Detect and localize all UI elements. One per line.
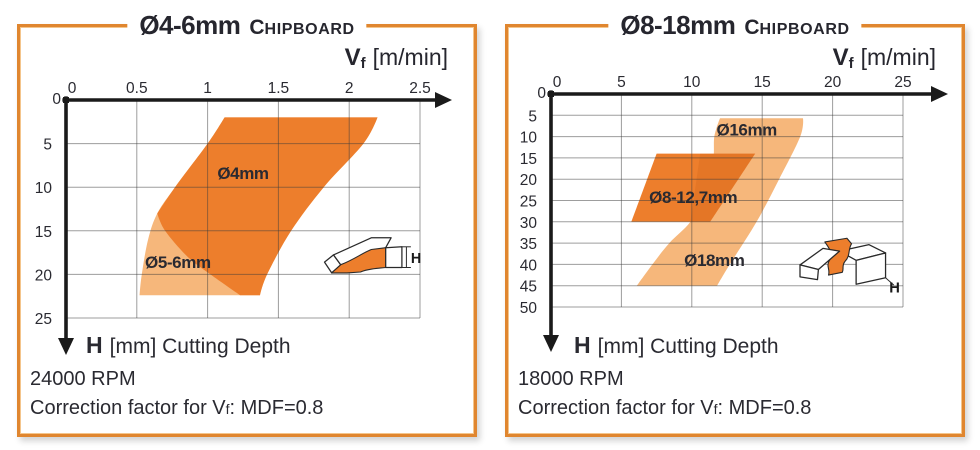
chart-panel-4-6mm: Ø4-6mm CHIPBOARD Ø5-6mm Ø4mm 0 0.5 1 1.5 2 2.5 0 5… [17, 10, 477, 437]
svg-text:40: 40 [520, 257, 538, 274]
rpm-label: 18000 RPM [518, 368, 624, 390]
panel-title: Ø4-6mm CHIPBOARD [127, 10, 367, 45]
icon-height-label: H [889, 281, 900, 297]
vf-symbol: V [832, 44, 849, 71]
svg-text:5: 5 [617, 74, 626, 91]
svg-text:20: 20 [824, 74, 842, 91]
correction-vf-subscript: f [225, 401, 230, 417]
svg-text:Ø16mm: Ø16mm [717, 120, 778, 139]
vf-subscript: f [360, 55, 366, 72]
vf-subscript: f [848, 55, 854, 72]
svg-text:0: 0 [553, 74, 562, 91]
svg-text:10: 10 [35, 180, 53, 197]
y-axis-title: H [mm] Cutting Depth [574, 332, 779, 359]
regions-layer [139, 117, 378, 296]
axes-layer [58, 92, 452, 355]
svg-text:25: 25 [35, 311, 52, 328]
x-axis-title: Vf [m/min] [833, 44, 936, 72]
rpm-label: 24000 RPM [30, 368, 136, 390]
svg-text:0: 0 [68, 80, 77, 97]
svg-text:30: 30 [520, 215, 538, 232]
h-unit-caption: [mm] Cutting Depth [109, 335, 291, 358]
svg-text:1.5: 1.5 [268, 80, 290, 97]
h-unit-caption: [mm] Cutting Depth [597, 335, 779, 358]
correction-value: : MDF=0.8 [229, 397, 324, 419]
svg-text:2: 2 [345, 80, 354, 97]
correction-factor-label: Correction factor for Vf: MDF=0.8 [30, 397, 323, 420]
title-material: HIPBOARD [264, 21, 355, 38]
svg-text:50: 50 [520, 300, 538, 317]
h-symbol: H [86, 332, 103, 358]
svg-text:45: 45 [520, 279, 537, 296]
correction-text: Correction factor for V [518, 397, 714, 419]
svg-text:15: 15 [754, 74, 771, 91]
svg-text:Ø5-6mm: Ø5-6mm [145, 253, 211, 272]
labels-layer: Ø5-6mm Ø4mm 0 0.5 1 1.5 2 2.5 0 5 10 15 20 25 [35, 80, 431, 328]
grid-layer [551, 94, 904, 308]
regions-layer [631, 118, 804, 286]
svg-text:2.5: 2.5 [409, 80, 431, 97]
svg-text:35: 35 [520, 236, 537, 253]
y-axis-title: H [mm] Cutting Depth [86, 332, 291, 359]
title-material: HIPBOARD [759, 21, 850, 38]
svg-text:0.5: 0.5 [126, 80, 148, 97]
svg-text:25: 25 [520, 194, 537, 211]
chart-canvas-4-6mm: Ø5-6mm Ø4mm 0 0.5 1 1.5 2 2.5 0 5 10 15 20 25 H [35, 80, 452, 355]
correction-text: Correction factor for V [30, 397, 226, 419]
icon-height-label: H [411, 251, 421, 267]
vf-symbol: V [344, 44, 361, 71]
svg-text:Ø4mm: Ø4mm [217, 164, 269, 183]
svg-text:15: 15 [520, 151, 537, 168]
axes-layer [543, 86, 948, 352]
svg-text:1: 1 [203, 80, 212, 97]
svg-text:20: 20 [520, 172, 538, 189]
svg-text:20: 20 [35, 267, 53, 284]
svg-text:10: 10 [683, 74, 701, 91]
h-symbol: H [574, 332, 591, 358]
svg-text:0: 0 [537, 85, 546, 102]
title-diameter-range: Ø8-18mm [620, 10, 736, 40]
correction-factor-label: Correction factor for Vf: MDF=0.8 [518, 397, 811, 420]
vf-unit: [m/min] [372, 44, 448, 70]
groove-workpiece-icon: H [323, 237, 421, 274]
correction-vf-subscript: f [713, 401, 718, 417]
title-material-initial: C [249, 16, 265, 39]
svg-text:10: 10 [520, 130, 538, 147]
chart-panel-8-18mm: Ø8-18mm CHIPBOARD Ø16mm Ø18mm Ø8-12,7mm 0 5 10… [505, 10, 965, 437]
svg-text:0: 0 [52, 91, 61, 108]
vf-unit: [m/min] [860, 44, 936, 70]
svg-text:5: 5 [528, 108, 537, 125]
svg-text:Ø8-12,7mm: Ø8-12,7mm [649, 188, 737, 207]
svg-text:25: 25 [894, 74, 911, 91]
title-material-initial: C [744, 16, 760, 39]
correction-value: : MDF=0.8 [717, 397, 812, 419]
slot-workpiece-icon: H [799, 237, 900, 297]
grid-layer [66, 100, 421, 319]
panel-title: Ø8-18mm CHIPBOARD [608, 10, 862, 45]
svg-text:15: 15 [35, 224, 52, 241]
x-axis-title: Vf [m/min] [345, 44, 448, 72]
svg-text:5: 5 [43, 137, 52, 154]
svg-text:Ø18mm: Ø18mm [684, 251, 745, 270]
title-diameter-range: Ø4-6mm [139, 10, 241, 40]
